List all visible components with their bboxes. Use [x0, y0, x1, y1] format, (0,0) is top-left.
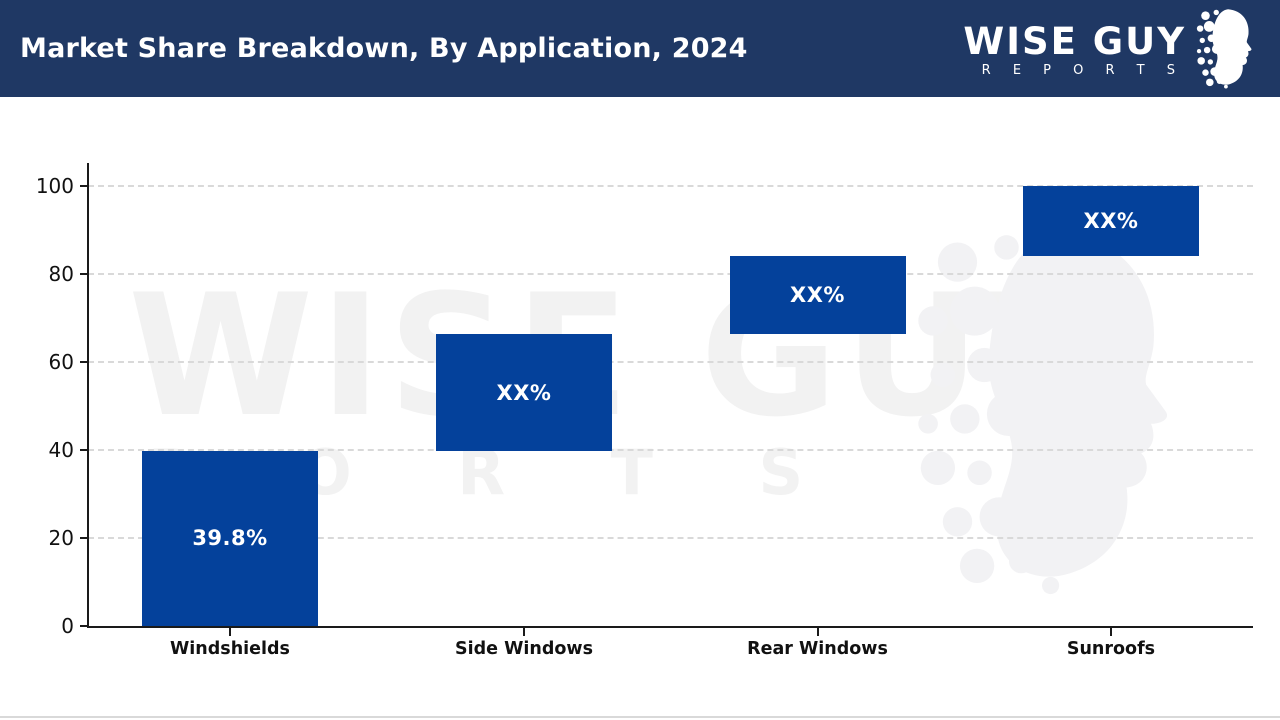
gridline-y40	[88, 449, 1253, 451]
x-category-label: Windshields	[170, 639, 290, 659]
header-bar: Market Share Breakdown, By Application, …	[0, 0, 1280, 97]
x-category-label: Side Windows	[455, 639, 593, 659]
bar-sunroofs: XX%	[1023, 186, 1199, 257]
logo-wordmark-sub: R E P O R T S	[981, 63, 1184, 78]
y-tick-label: 20	[48, 526, 74, 550]
watermark-text-main: WISE GUY	[128, 258, 1115, 454]
y-tick-20	[80, 537, 87, 539]
bar-value-label: 39.8%	[192, 526, 268, 551]
y-tick-60	[80, 361, 87, 363]
x-tick-1	[523, 628, 525, 636]
x-category-label: Rear Windows	[747, 639, 888, 659]
y-tick-40	[80, 449, 87, 451]
x-tick-2	[816, 628, 819, 636]
bar-value-label: XX%	[1083, 209, 1139, 234]
y-tick-label: 80	[48, 262, 74, 286]
y-tick-0	[80, 625, 87, 627]
y-tick-label: 0	[61, 614, 74, 638]
y-tick-label: 100	[35, 174, 74, 198]
y-tick-100	[80, 185, 87, 187]
gridline-y100	[88, 185, 1253, 187]
wiseguy-logo: WISE GUY R E P O R T S	[963, 6, 1266, 92]
y-axis-line	[87, 163, 89, 628]
bar-value-label: XX%	[496, 380, 552, 405]
y-tick-label: 60	[48, 350, 74, 374]
logo-wordmark: WISE GUY R E P O R T S	[963, 23, 1186, 78]
x-axis-line	[87, 626, 1253, 628]
chart-title: Market Share Breakdown, By Application, …	[20, 33, 748, 64]
gridline-y80	[88, 273, 1253, 275]
gridline-y60	[88, 361, 1253, 363]
bottom-divider	[0, 716, 1280, 718]
bar-rear-windows: XX%	[729, 256, 906, 335]
x-category-label: Sunroofs	[1066, 639, 1156, 659]
x-tick-0	[229, 628, 231, 636]
bar-side-windows: XX%	[436, 334, 612, 451]
logo-wordmark-main: WISE GUY	[963, 20, 1186, 63]
x-tick-3	[1110, 628, 1112, 636]
bar-value-label: XX%	[790, 283, 845, 308]
gridline-y20	[88, 537, 1253, 539]
y-tick-80	[80, 273, 87, 275]
y-tick-label: 40	[48, 438, 74, 462]
dotted-head-profile-watermark	[858, 218, 1253, 610]
bar-windshields: 39.8%	[142, 450, 318, 626]
dotted-head-profile-icon	[1188, 6, 1266, 92]
